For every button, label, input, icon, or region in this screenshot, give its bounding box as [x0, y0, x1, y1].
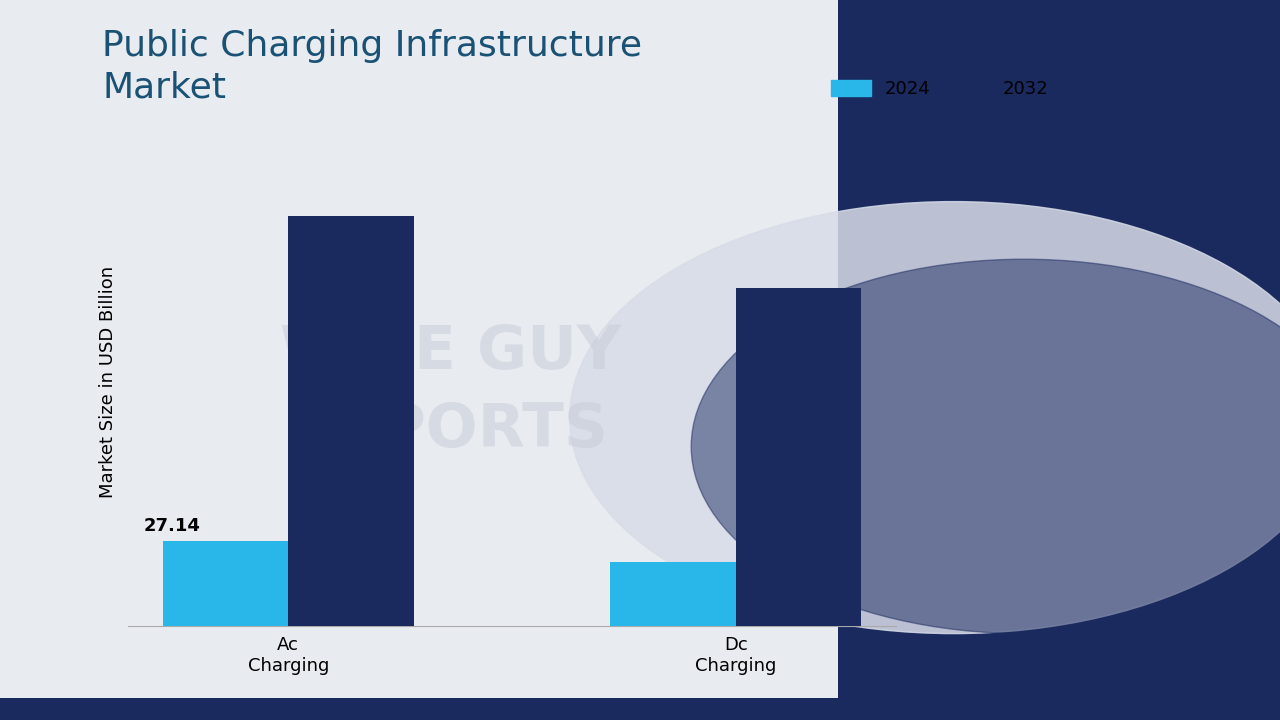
Bar: [288, 216, 413, 626]
Legend: 2024, 2032: 2024, 2032: [823, 73, 1056, 105]
Text: 27.14: 27.14: [145, 517, 201, 535]
Y-axis label: Market Size in USD Billion: Market Size in USD Billion: [99, 266, 116, 498]
Bar: [163, 541, 288, 626]
Text: WISE GUY
REPORTS: WISE GUY REPORTS: [280, 323, 621, 459]
Circle shape: [691, 259, 1280, 634]
Circle shape: [570, 202, 1280, 634]
Bar: [611, 562, 736, 626]
Bar: [736, 289, 861, 626]
Text: Public Charging Infrastructure
Market: Public Charging Infrastructure Market: [102, 29, 643, 105]
